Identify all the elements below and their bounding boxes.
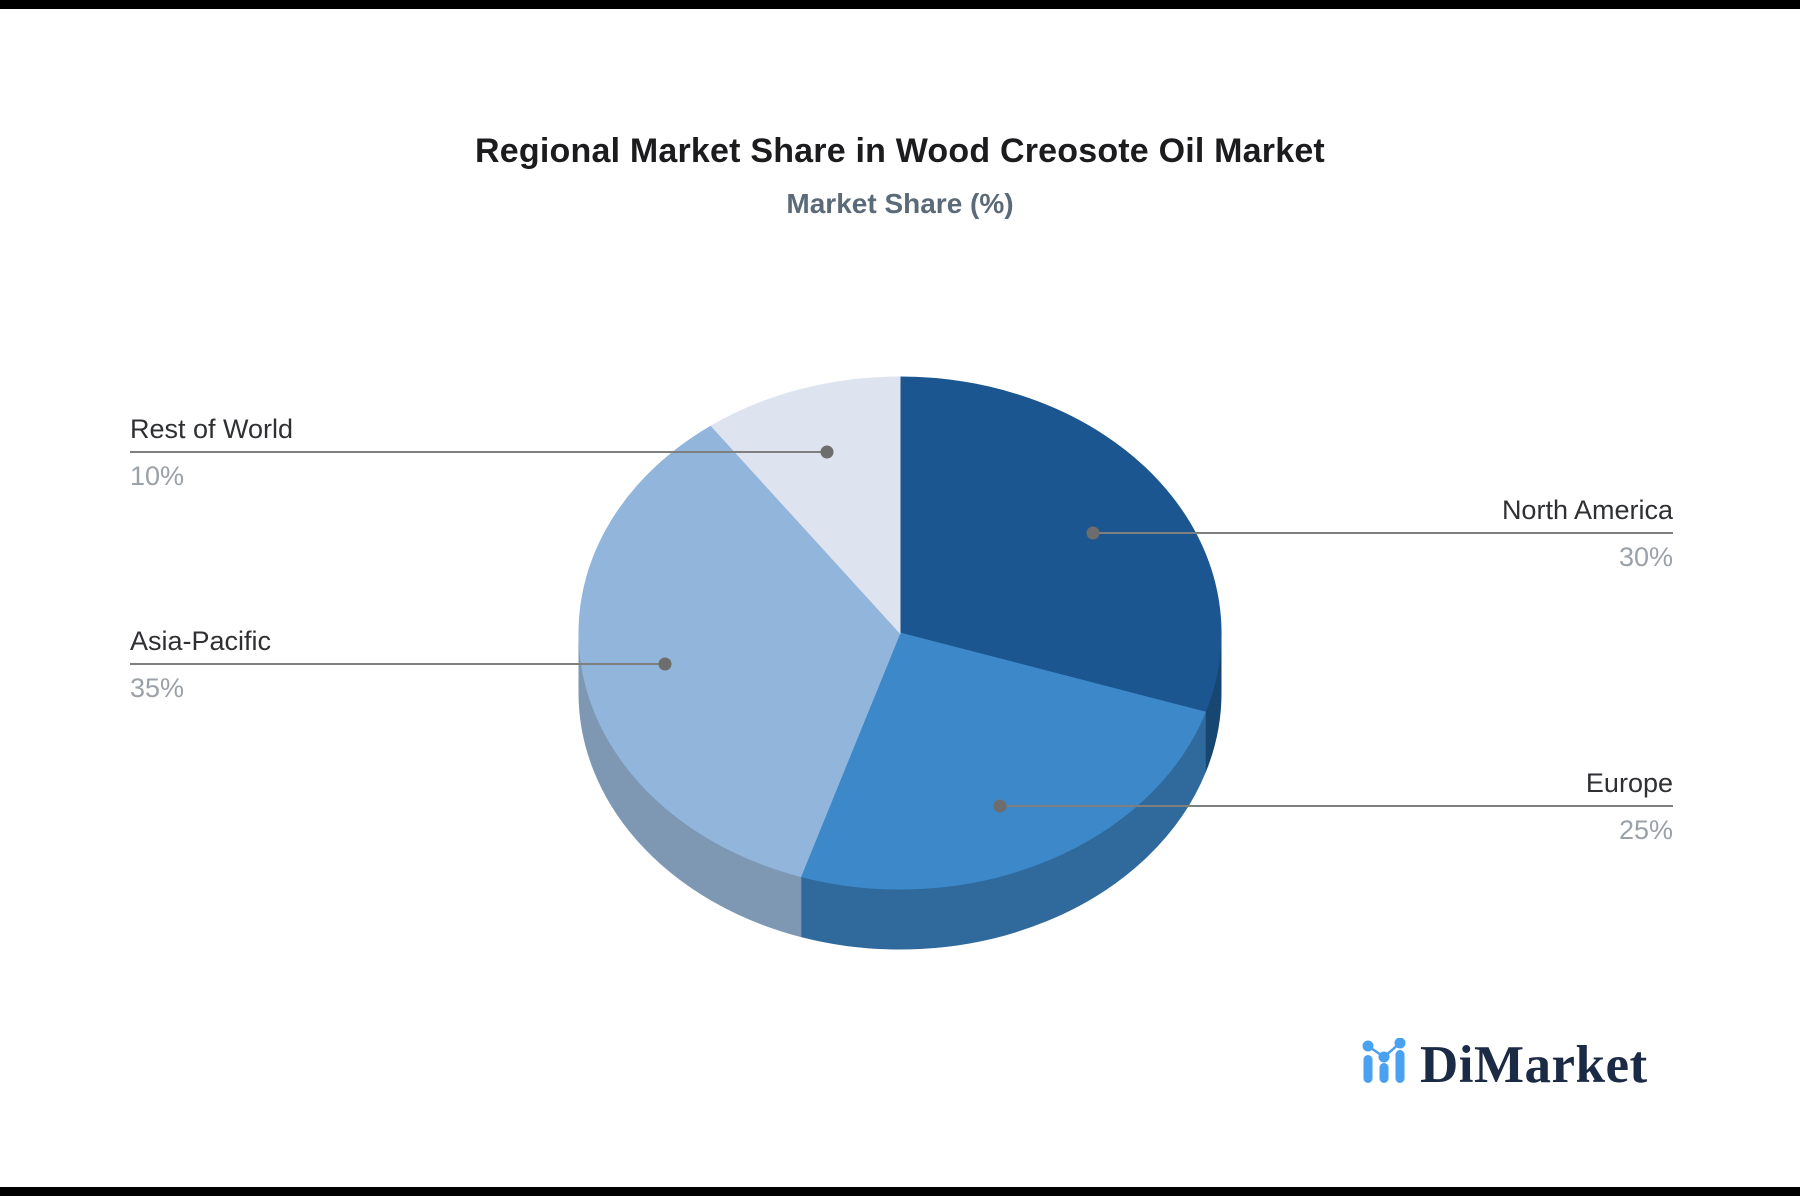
logo-text: DiMarket xyxy=(1420,1036,1648,1094)
slice-pct: 25% xyxy=(1618,815,1673,845)
slice-label-north-america: North America xyxy=(1113,486,1673,526)
slice-pct-rest-of-world: 10% xyxy=(130,461,690,492)
bar-line-chart-icon xyxy=(1362,1038,1406,1083)
slice-pct: 10% xyxy=(130,461,185,491)
leader-dot xyxy=(1086,526,1100,540)
slice-pct-asia-pacific: 35% xyxy=(130,673,690,704)
slice-label-asia-pacific: Asia-Pacific xyxy=(130,617,690,657)
slice-pct: 30% xyxy=(1618,542,1673,572)
chart-subtitle: Market Share (%) xyxy=(786,188,1014,219)
slice-label-europe: Europe xyxy=(1113,759,1673,799)
pie-slice-north-america xyxy=(899,376,1222,713)
slice-name: Rest of World xyxy=(130,413,294,444)
slice-label-rest-of-world: Rest of World xyxy=(130,405,690,445)
slice-name: North America xyxy=(1501,494,1673,525)
pie-slice-rest-of-world xyxy=(710,376,901,635)
bottom-frame-bar xyxy=(0,1187,1800,1196)
leader-dot xyxy=(658,657,672,671)
leader-dot xyxy=(820,445,834,459)
top-frame-bar xyxy=(0,0,1800,9)
dimarket-logo: DiMarket xyxy=(1360,1036,1648,1094)
slice-name: Asia-Pacific xyxy=(130,625,272,656)
slice-pct-europe: 25% xyxy=(1113,815,1673,846)
page-title: Regional Market Share in Wood Creosote O… xyxy=(475,132,1325,170)
slice-name: Europe xyxy=(1585,767,1673,798)
slice-pct-north-america: 30% xyxy=(1113,542,1673,573)
leader-dot xyxy=(993,799,1007,813)
pie-slice-europe xyxy=(800,632,1206,890)
pie-slice-asia-pacific xyxy=(578,425,901,878)
slice-pct: 35% xyxy=(130,673,185,703)
